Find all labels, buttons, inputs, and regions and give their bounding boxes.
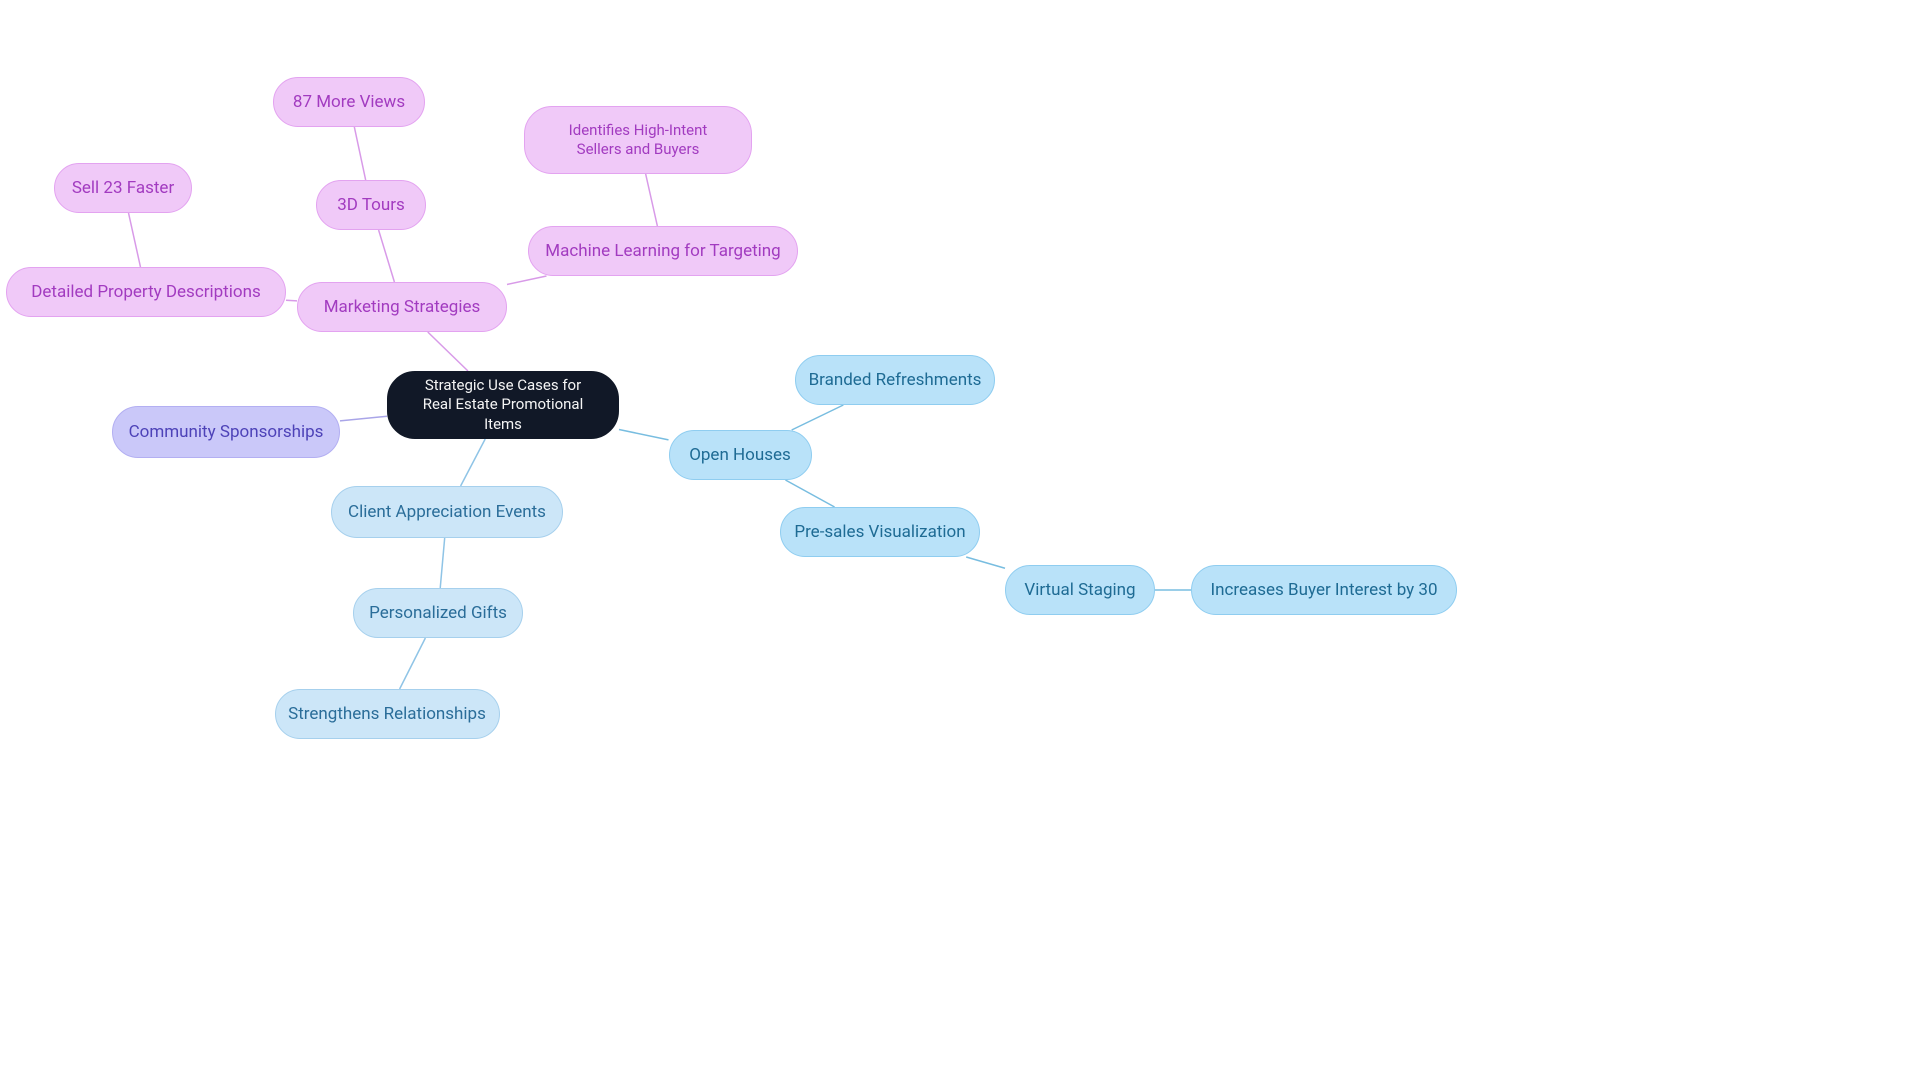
node-label: Personalized Gifts [369, 602, 507, 624]
node-community: Community Sponsorships [112, 406, 340, 458]
node-label: Branded Refreshments [809, 369, 982, 391]
node-label: Machine Learning for Targeting [545, 240, 780, 262]
node-label: Pre-sales Visualization [794, 521, 965, 543]
node-increases: Increases Buyer Interest by 30 [1191, 565, 1457, 615]
node-label: Increases Buyer Interest by 30 [1210, 579, 1437, 601]
node-client: Client Appreciation Events [331, 486, 563, 538]
node-label: 3D Tours [337, 194, 405, 216]
node-ml: Machine Learning for Targeting [528, 226, 798, 276]
edge [340, 416, 387, 421]
node-presales: Pre-sales Visualization [780, 507, 980, 557]
node-openhouses: Open Houses [669, 430, 812, 480]
edge [646, 174, 658, 226]
edge [785, 480, 834, 507]
node-label: Strengthens Relationships [288, 703, 486, 725]
node-strengthens: Strengthens Relationships [275, 689, 500, 739]
node-label: Sell 23 Faster [72, 177, 174, 199]
node-branded: Branded Refreshments [795, 355, 995, 405]
edge [379, 230, 395, 282]
node-label: Marketing Strategies [324, 296, 481, 318]
edge [286, 300, 297, 301]
node-87more: 87 More Views [273, 77, 425, 127]
node-virtual: Virtual Staging [1005, 565, 1155, 615]
edge [440, 538, 444, 588]
node-sell23: Sell 23 Faster [54, 163, 192, 213]
edge [400, 638, 426, 689]
node-gifts: Personalized Gifts [353, 588, 523, 638]
edge [966, 557, 1005, 568]
edge [507, 276, 546, 284]
edge [428, 332, 468, 371]
node-label: Strategic Use Cases for Real Estate Prom… [412, 376, 594, 435]
node-root: Strategic Use Cases for Real Estate Prom… [387, 371, 619, 439]
node-label: 87 More Views [293, 91, 405, 113]
node-detailed: Detailed Property Descriptions [6, 267, 286, 317]
node-label: Identifies High-Intent Sellers and Buyer… [549, 121, 727, 160]
edge [792, 405, 844, 430]
node-label: Virtual Staging [1024, 579, 1135, 601]
edge [354, 127, 365, 180]
node-marketing: Marketing Strategies [297, 282, 507, 332]
node-3dtours: 3D Tours [316, 180, 426, 230]
edge [619, 429, 669, 439]
edge [461, 439, 486, 486]
node-identifies: Identifies High-Intent Sellers and Buyer… [524, 106, 752, 174]
node-label: Detailed Property Descriptions [31, 281, 260, 303]
node-label: Community Sponsorships [129, 421, 324, 443]
edge [129, 213, 141, 267]
node-label: Client Appreciation Events [348, 501, 546, 523]
node-label: Open Houses [689, 444, 791, 466]
